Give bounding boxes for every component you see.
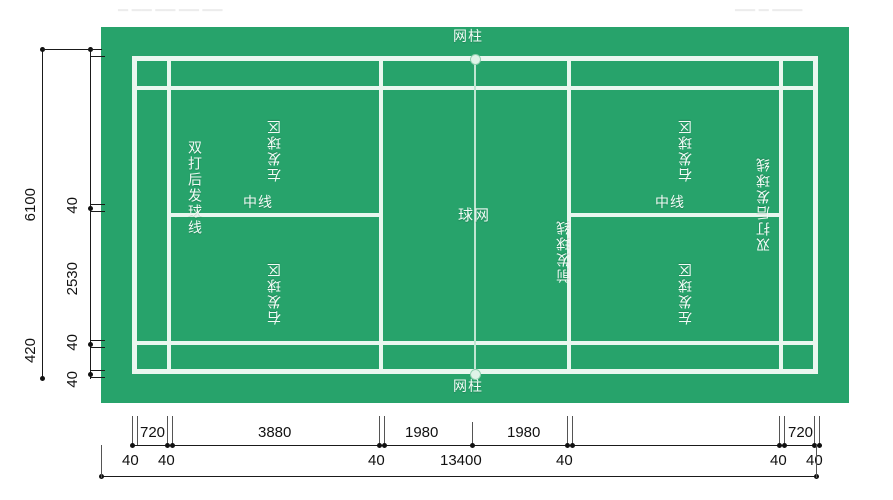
dim-v-inner-tick-3 — [88, 342, 93, 347]
dim-720-right: 720 — [788, 424, 814, 441]
dim-h-leader-9 — [572, 416, 573, 445]
dim-v-leader-low-b — [90, 347, 105, 348]
dim-h-tick-7 — [565, 443, 570, 448]
dim-h-tick-3 — [170, 443, 175, 448]
dim-420: 420 — [22, 338, 39, 364]
dim-h-leader-5 — [379, 416, 380, 445]
dim-v-leader-bot-b — [90, 377, 105, 378]
net-line — [474, 56, 476, 374]
dim-h-leader-8 — [567, 416, 568, 445]
dim-v-outer-line — [42, 49, 43, 379]
dim-v-leader-top-b — [90, 56, 105, 57]
label-right-lower-service-court: 左发球区 — [677, 261, 693, 325]
cropped-header-text: ▁ ▁▁ ▁▁ ▁▁ ▁▁ ▁▁ ▁ ▁▁▁ — [118, 0, 803, 11]
dim-v-leader-mid-a — [90, 204, 105, 205]
net-post-bottom-marker — [470, 369, 481, 380]
dim-1980-left: 1980 — [405, 424, 439, 441]
dim-40-b2: 40 — [158, 452, 175, 469]
label-net-post-top: 网柱 — [453, 28, 483, 44]
dim-v-inner-tick-4 — [88, 372, 93, 377]
label-left-upper-service-court: 左发球区 — [266, 118, 282, 182]
label-net: 球网 — [458, 207, 491, 224]
dim-v-inner-tick-2 — [88, 206, 93, 211]
dim-h-leader-4 — [172, 416, 173, 445]
dim-v-leader-bot-a — [90, 370, 105, 371]
dim-3880: 3880 — [258, 424, 292, 441]
dim-h-leader-2 — [137, 416, 138, 445]
dim-h-leader-11 — [784, 416, 785, 445]
dim-40-b5: 40 — [556, 452, 573, 469]
dim-13400: 13400 — [440, 452, 482, 469]
dim-720-left: 720 — [140, 424, 166, 441]
dim-h-tick-11 — [812, 443, 817, 448]
dim-v-leader-low-a — [90, 340, 105, 341]
dim-40-b7: 40 — [806, 452, 823, 469]
dim-v-inner-line — [90, 49, 91, 379]
dim-h-chain-line — [132, 445, 822, 446]
dim-h-tick-2 — [165, 443, 170, 448]
dim-v-outer-tick-bottom — [40, 376, 45, 381]
dim-v-seg-40-mid: 40 — [64, 334, 81, 351]
label-left-lower-service-court: 右发球区 — [266, 261, 282, 325]
dim-h-tick-5 — [382, 443, 387, 448]
net-post-top-marker — [470, 54, 481, 65]
outer-boundary-right — [813, 56, 818, 374]
dim-h-leader-13 — [819, 416, 820, 445]
dim-h-leader-7 — [472, 422, 473, 445]
dim-overall-ext-left — [101, 445, 102, 478]
dim-h-tick-8 — [570, 443, 575, 448]
dim-v-leader-mid-b — [90, 211, 105, 212]
dim-40-b6: 40 — [770, 452, 787, 469]
dim-v-seg-40-top: 40 — [64, 197, 81, 214]
label-left-centre-line: 中线 — [243, 194, 273, 210]
dim-v-seg-2530: 2530 — [64, 262, 81, 296]
label-right-centre-line: 中线 — [655, 194, 685, 210]
dim-overall-ext-right — [816, 445, 817, 478]
dim-h-tick-4 — [377, 443, 382, 448]
dim-overall-line — [101, 476, 819, 477]
dim-6100: 6100 — [22, 188, 39, 222]
label-right-doubles-long-service-line: 双打后发球线 — [755, 156, 771, 252]
label-left-doubles-long-service-line: 双打后发球线 — [187, 140, 203, 236]
dim-1980-right: 1980 — [507, 424, 541, 441]
outer-boundary-left — [132, 56, 137, 374]
label-right-upper-service-court: 右发球区 — [677, 118, 693, 182]
dim-40-b1: 40 — [122, 452, 139, 469]
dim-h-tick-1 — [130, 443, 135, 448]
dim-v-leader-top-a — [42, 49, 102, 50]
label-short-service-line: 前发球线 — [555, 219, 571, 283]
dim-h-leader-1 — [132, 416, 133, 445]
label-net-post-bottom: 网柱 — [453, 378, 483, 394]
dim-h-leader-12 — [814, 416, 815, 445]
dim-h-leader-3 — [167, 416, 168, 445]
centre-line-left — [167, 213, 383, 217]
dim-h-leader-6 — [384, 416, 385, 445]
dim-v-seg-40-bottom: 40 — [64, 371, 81, 388]
dim-h-tick-6 — [470, 443, 475, 448]
dim-h-tick-10 — [782, 443, 787, 448]
dim-40-b3: 40 — [368, 452, 385, 469]
court-surface: 网柱 网柱 球网 前发球线 双打后发球线 左发球区 中线 右发球区 双打后发球线… — [101, 27, 849, 403]
dim-h-leader-10 — [779, 416, 780, 445]
centre-line-right — [567, 213, 783, 217]
dim-h-tick-9 — [777, 443, 782, 448]
dim-h-tick-12 — [817, 443, 822, 448]
